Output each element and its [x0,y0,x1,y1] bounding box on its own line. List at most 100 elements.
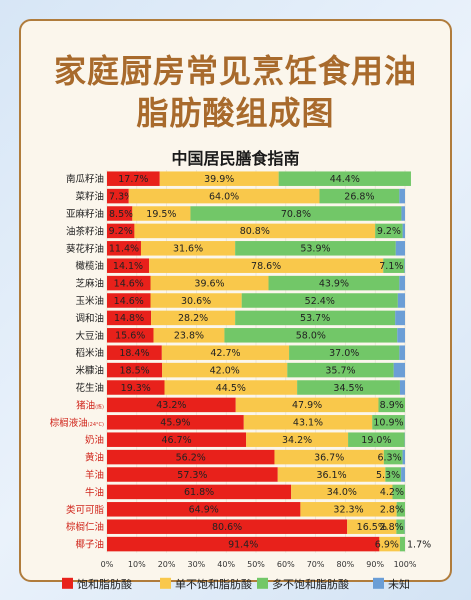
bar-segment [300,502,397,517]
data-label: 80.6% [212,522,242,533]
bar-segment [401,467,405,482]
bar-segment [379,536,400,552]
bar-segment [375,223,403,239]
data-label: 36.1% [316,470,346,481]
bar-segment [378,397,405,413]
x-tick-label: 30% [188,560,206,569]
data-label: 43.1% [293,418,323,429]
bar-segment [396,502,405,517]
bar-segment [235,241,396,256]
chart-subtitle: 中国居民膳食指南 [171,149,300,168]
bar-segment [392,484,405,500]
legend-swatch [257,577,268,589]
category-label: 黄油 [85,452,104,464]
data-label: 30.6% [181,296,211,307]
category-label: 类可可脂 [66,504,105,516]
data-label: 10.9% [373,418,403,429]
data-label: 9.2% [377,226,401,237]
legend-swatch [373,577,384,589]
bar-segment [274,449,384,465]
bar-segment [140,241,236,256]
bar-segment [150,275,269,291]
category-label: 米糠油 [75,365,104,377]
bar-segment [289,345,400,360]
x-tick-label: 70% [307,560,325,569]
data-label: 52.4% [305,296,335,307]
data-label: 7.3% [109,191,133,202]
data-label: 18.5% [119,365,149,376]
bar-segment [107,171,160,186]
data-label: 7.1% [379,261,403,272]
bar-segment [397,328,405,343]
data-label: 8.9% [380,400,404,411]
data-label: 57.3% [177,470,207,481]
x-tick-label: 0% [101,560,114,569]
bar-segment [151,310,236,326]
bar-segment [235,310,396,326]
poster-title-line1: 家庭厨房常见烹饪食用油 [53,52,417,90]
bar-segment [348,432,405,447]
legend-label: 未知 [388,577,410,591]
bar-segment [107,223,135,239]
bar-segment [107,536,380,552]
data-label: 42.0% [210,365,240,376]
bar-segment [107,432,247,447]
bar-segment [383,449,403,465]
bar-segment [107,310,152,326]
bar-segment [399,275,405,291]
bar-segment [107,519,348,534]
bar-segment [107,415,244,430]
x-tick-label: 10% [128,560,146,569]
bar-segment [393,362,405,378]
data-label: 64.9% [189,505,219,516]
bar-segment [107,328,154,343]
data-label: 35.7% [325,365,355,376]
data-label: 46.7% [161,435,191,446]
category-label: 花生油 [75,382,104,394]
bar-segment [396,519,405,534]
data-label: 39.6% [194,278,224,289]
bar-segment [319,188,400,204]
data-label: 14.6% [114,296,144,307]
bar-segment [399,380,405,395]
category-label: 橄榄油 [75,260,104,272]
category-label: 亚麻籽油 [66,208,104,220]
bar-segment [399,188,405,204]
data-label: 18.4% [119,348,149,359]
bar-segment [246,432,349,447]
legend-swatch [160,577,171,589]
bar-segment [224,328,398,343]
data-label: 16.5% [357,522,387,533]
legend-label: 多不饱和脂肪酸 [272,577,349,591]
bar-segment [399,536,405,552]
bar-segment [401,206,405,221]
data-label: 6.3% [377,452,401,463]
bar-segment [107,258,150,273]
bar-segment [107,241,141,256]
data-label: 9.2% [109,226,133,237]
category-label: 芝麻油 [75,278,104,290]
data-label: 47.9% [292,400,322,411]
poster-title-line2: 脂肪酸组成图 [136,94,335,132]
data-label: 15.6% [115,331,145,342]
category-label: 牛油 [85,486,104,498]
data-label: 43.9% [319,278,349,289]
data-label: 36.7% [314,452,344,463]
bar-segment [107,275,151,291]
bar-segment [107,362,163,378]
bar-segment [107,293,151,308]
data-label: 80.8% [240,226,270,237]
data-label: 31.6% [173,244,203,255]
bar-segment [243,415,373,430]
data-label: 23.8% [174,331,204,342]
bar-segment [402,449,405,465]
bar-segment [161,345,290,360]
bar-segment [372,415,405,430]
bar-segment [107,484,292,500]
data-label: 32.3% [333,505,363,516]
bar-segment [291,484,393,500]
data-label: 2.8% [380,522,404,533]
data-label: 39.9% [204,174,234,185]
bar-segment [287,362,394,378]
